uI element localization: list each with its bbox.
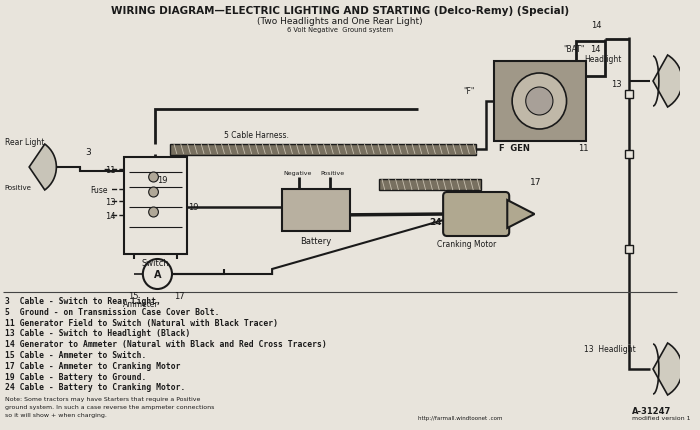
Circle shape [148,172,158,183]
Text: 14: 14 [591,21,601,30]
Text: Battery: Battery [300,237,332,246]
Text: Negative: Negative [284,171,312,175]
Text: 24: 24 [430,218,442,227]
Text: so it will show + when charging.: so it will show + when charging. [5,412,106,417]
Circle shape [512,74,566,130]
Text: 14 Generator to Ammeter (Natural with Black and Red Cross Tracers): 14 Generator to Ammeter (Natural with Bl… [5,339,327,348]
Text: "F": "F" [463,87,475,96]
Text: 15 Cable - Ammeter to Switch.: 15 Cable - Ammeter to Switch. [5,350,146,359]
Text: Switch: Switch [141,258,169,267]
Text: 11: 11 [105,166,116,175]
Text: 11: 11 [578,144,589,153]
Text: 5 Cable Harness.: 5 Cable Harness. [223,131,288,140]
Text: 14: 14 [105,212,116,221]
Text: A: A [154,269,161,280]
Text: F  GEN: F GEN [498,144,529,153]
Bar [625,150,633,159]
Text: Cranking Motor: Cranking Motor [437,240,496,249]
Text: 19: 19 [158,175,168,184]
Text: 17: 17 [530,178,541,187]
Text: 3: 3 [85,147,91,157]
Wedge shape [29,145,57,190]
Text: ground system. In such a case reverse the ampmeter connections: ground system. In such a case reverse th… [5,404,214,409]
Text: http://farmall.windtoonet .com: http://farmall.windtoonet .com [418,415,503,420]
Text: 19 Cable - Battery to Ground.: 19 Cable - Battery to Ground. [5,372,146,381]
Text: 13: 13 [105,197,116,206]
Bar [494,62,586,141]
Text: Positive: Positive [321,171,344,175]
Circle shape [526,88,553,116]
Text: 17 Cable - Ammeter to Cranking Motor: 17 Cable - Ammeter to Cranking Motor [5,361,181,370]
Text: (Two Headlights and One Rear Light): (Two Headlights and One Rear Light) [258,17,423,26]
FancyBboxPatch shape [443,193,509,237]
Text: 6 Volt Negative  Ground system: 6 Volt Negative Ground system [287,27,393,33]
Text: 5  Ground - on Transmission Case Cover Bolt.: 5 Ground - on Transmission Case Cover Bo… [5,307,219,316]
Polygon shape [508,200,535,228]
Wedge shape [653,343,682,395]
Text: 13  Headlight: 13 Headlight [584,344,636,353]
Text: Headlight: Headlight [584,55,622,64]
Wedge shape [653,56,682,108]
Text: 11 Generator Field to Switch (Natural with Black Tracer): 11 Generator Field to Switch (Natural wi… [5,318,278,327]
Text: 3  Cable - Switch to Rear Light,: 3 Cable - Switch to Rear Light, [5,296,161,305]
Bar [282,190,350,231]
Text: 17: 17 [174,291,185,300]
Text: Note: Some tractors may have Starters that require a Positive: Note: Some tractors may have Starters th… [5,396,200,401]
Circle shape [148,208,158,218]
Bar [625,91,633,99]
Text: 24 Cable - Battery to Cranking Motor.: 24 Cable - Battery to Cranking Motor. [5,383,186,391]
Text: 14: 14 [591,45,601,54]
Text: Fuse: Fuse [90,186,108,194]
Text: modified version 1: modified version 1 [631,415,690,420]
Bar [625,246,633,253]
Text: A-31247: A-31247 [631,406,671,415]
Text: Ammeter: Ammeter [123,299,159,308]
Text: 13: 13 [611,80,622,89]
Text: "BAT": "BAT" [564,45,585,54]
Text: Rear Light: Rear Light [5,138,44,147]
Bar [125,158,187,255]
Text: 13 Cable - Switch to Headlight (Black): 13 Cable - Switch to Headlight (Black) [5,329,190,338]
Circle shape [148,187,158,197]
Text: Positive: Positive [4,184,31,190]
Bar [379,180,481,190]
Text: 15: 15 [128,291,139,300]
Bar [170,144,476,156]
Text: WIRING DIAGRAM—ELECTRIC LIGHTING AND STARTING (Delco-Remy) (Special): WIRING DIAGRAM—ELECTRIC LIGHTING AND STA… [111,6,569,16]
Text: 19: 19 [188,203,199,212]
